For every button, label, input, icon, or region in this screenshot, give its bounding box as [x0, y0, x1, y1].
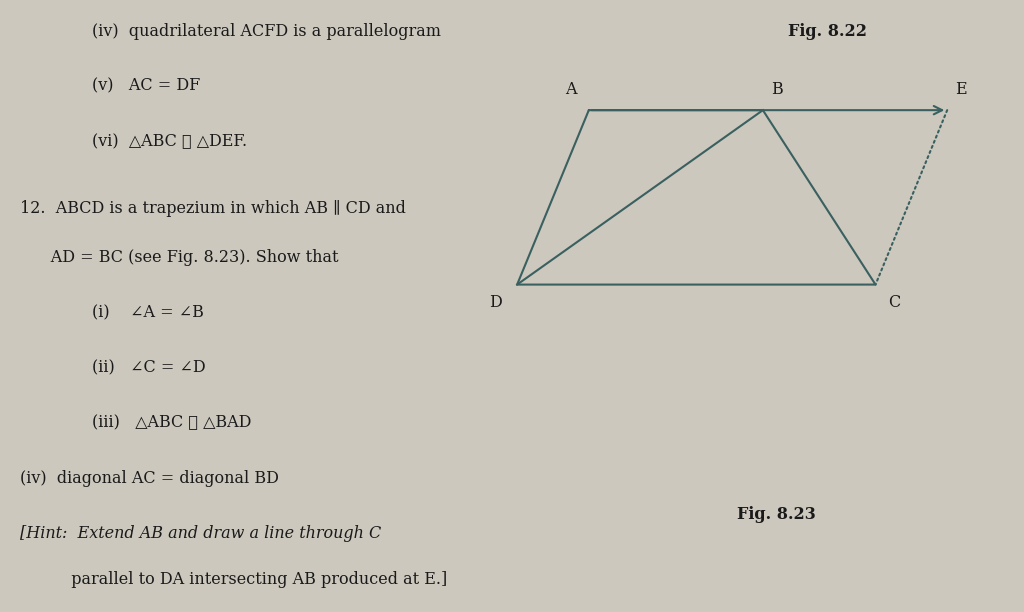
Text: parallel to DA intersecting AB produced at E.]: parallel to DA intersecting AB produced … [20, 570, 447, 588]
Text: (i)    ∠A = ∠B: (i) ∠A = ∠B [92, 304, 204, 321]
Text: 12.  ABCD is a trapezium in which AB ∥ CD and: 12. ABCD is a trapezium in which AB ∥ CD… [20, 200, 407, 217]
Text: A: A [565, 81, 577, 98]
Text: D: D [489, 294, 502, 311]
Text: Fig. 8.22: Fig. 8.22 [788, 23, 867, 40]
Text: C: C [888, 294, 900, 311]
Text: (iv)  quadrilateral ACFD is a parallelogram: (iv) quadrilateral ACFD is a parallelogr… [92, 23, 441, 40]
Text: (vi)  △ABC ≅ △DEF.: (vi) △ABC ≅ △DEF. [92, 133, 247, 150]
Text: AD = BC (see Fig. 8.23). Show that: AD = BC (see Fig. 8.23). Show that [20, 249, 339, 266]
Text: E: E [955, 81, 967, 98]
Text: (iv)  diagonal AC = diagonal BD: (iv) diagonal AC = diagonal BD [20, 469, 280, 487]
Text: (ii)   ∠C = ∠D: (ii) ∠C = ∠D [92, 359, 206, 376]
Text: B: B [771, 81, 782, 98]
Text: (iii)   △ABC ≅ △BAD: (iii) △ABC ≅ △BAD [92, 414, 252, 431]
Text: [Hint:  Extend AB and draw a line through C: [Hint: Extend AB and draw a line through… [20, 524, 382, 542]
Text: Fig. 8.23: Fig. 8.23 [737, 506, 816, 523]
Text: (v)   AC = DF: (v) AC = DF [92, 78, 201, 95]
